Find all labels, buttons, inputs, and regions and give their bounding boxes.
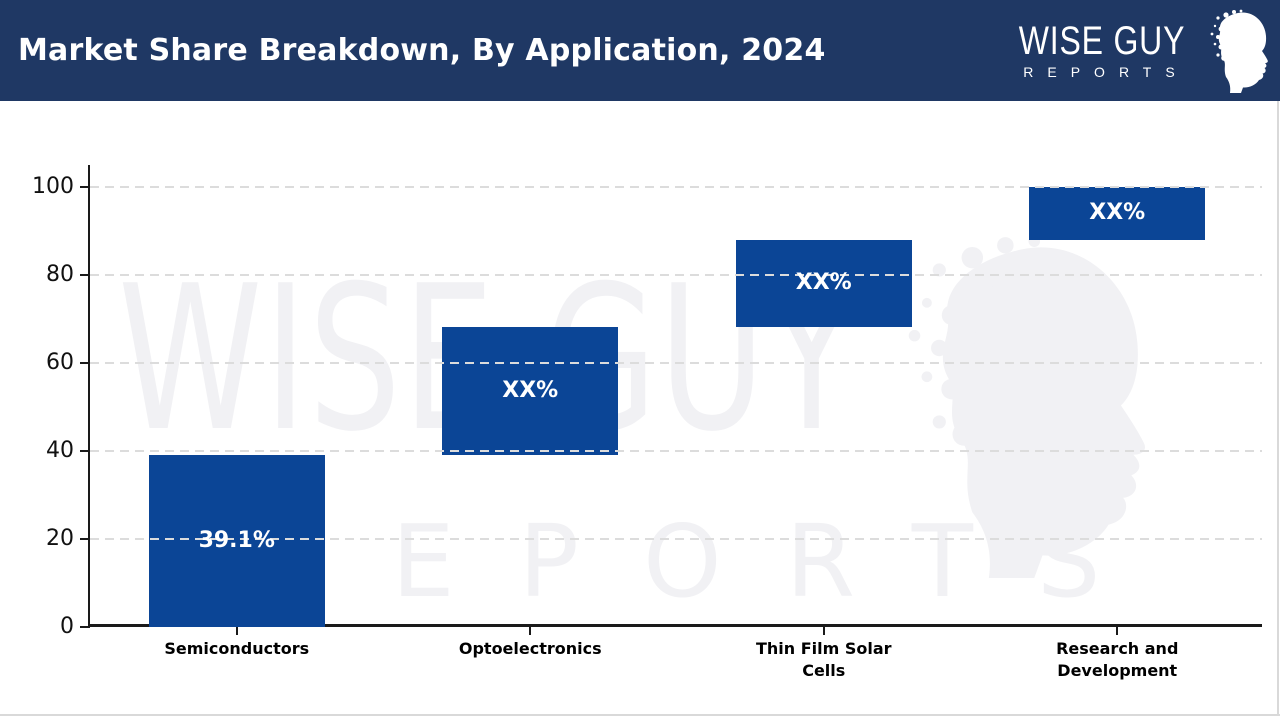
x-axis-category-label-optoelectronics: Optoelectronics bbox=[458, 639, 602, 658]
x-axis-category-label-research-and-development: Research and Development bbox=[1056, 639, 1179, 680]
y-axis-tick-label: 0 bbox=[60, 614, 74, 639]
bar-value-label-optoelectronics: XX% bbox=[502, 377, 559, 403]
plot-area: 0 20 40 60 80 100 39.1% Semiconductors XX% Optoel… bbox=[32, 165, 1262, 680]
bar-semiconductors bbox=[148, 454, 325, 627]
y-axis-tick bbox=[80, 626, 90, 628]
y-axis-tick-label: 100 bbox=[32, 174, 74, 199]
x-axis-tick bbox=[529, 627, 532, 635]
y-axis-tick bbox=[80, 186, 90, 188]
gridline bbox=[90, 186, 1262, 188]
x-axis-tick bbox=[822, 627, 825, 635]
y-axis-tick-label: 80 bbox=[46, 262, 74, 287]
brand-logo: WISE GUY REPORTS bbox=[998, 9, 1270, 93]
bar-value-label-research-and-development: XX% bbox=[1089, 200, 1146, 226]
bar-optoelectronics bbox=[442, 326, 619, 455]
brand-face-icon bbox=[1210, 9, 1268, 93]
x-axis-category-label-thin-film-solar-cells: Thin Film Solar Cells bbox=[755, 639, 892, 680]
bar-value-label-thin-film-solar-cells: XX% bbox=[795, 270, 852, 296]
gridline bbox=[90, 362, 1262, 364]
y-axis-tick bbox=[80, 450, 90, 452]
y-axis-tick bbox=[80, 362, 90, 364]
y-axis-tick-label: 40 bbox=[46, 438, 74, 463]
gridline bbox=[90, 274, 1262, 276]
gridline bbox=[90, 450, 1262, 452]
header-bar: Market Share Breakdown, By Application, … bbox=[0, 0, 1280, 101]
brand-text: WISE GUY REPORTS bbox=[998, 21, 1206, 80]
x-axis-category-label-semiconductors: Semiconductors bbox=[164, 639, 310, 658]
y-axis-tick bbox=[80, 538, 90, 540]
brand-sub-text: REPORTS bbox=[1023, 64, 1189, 80]
page-border-right bbox=[1277, 101, 1279, 716]
y-axis-tick-label: 60 bbox=[46, 350, 74, 375]
bar-thin-film-solar-cells bbox=[735, 239, 912, 327]
y-axis-tick-label: 20 bbox=[46, 526, 74, 551]
watermark-sub-text: REPORTS bbox=[258, 503, 1165, 620]
x-axis-tick bbox=[1116, 627, 1119, 635]
y-axis-tick bbox=[80, 274, 90, 276]
chart-title: Market Share Breakdown, By Application, … bbox=[18, 33, 826, 68]
bar-research-and-development bbox=[1029, 187, 1206, 240]
brand-name-text: WISE GUY bbox=[1018, 19, 1186, 63]
page-border-bottom bbox=[0, 714, 1280, 716]
x-axis-tick bbox=[235, 627, 238, 635]
gridline bbox=[90, 538, 1262, 540]
bar-value-label-semiconductors: 39.1% bbox=[198, 527, 275, 553]
